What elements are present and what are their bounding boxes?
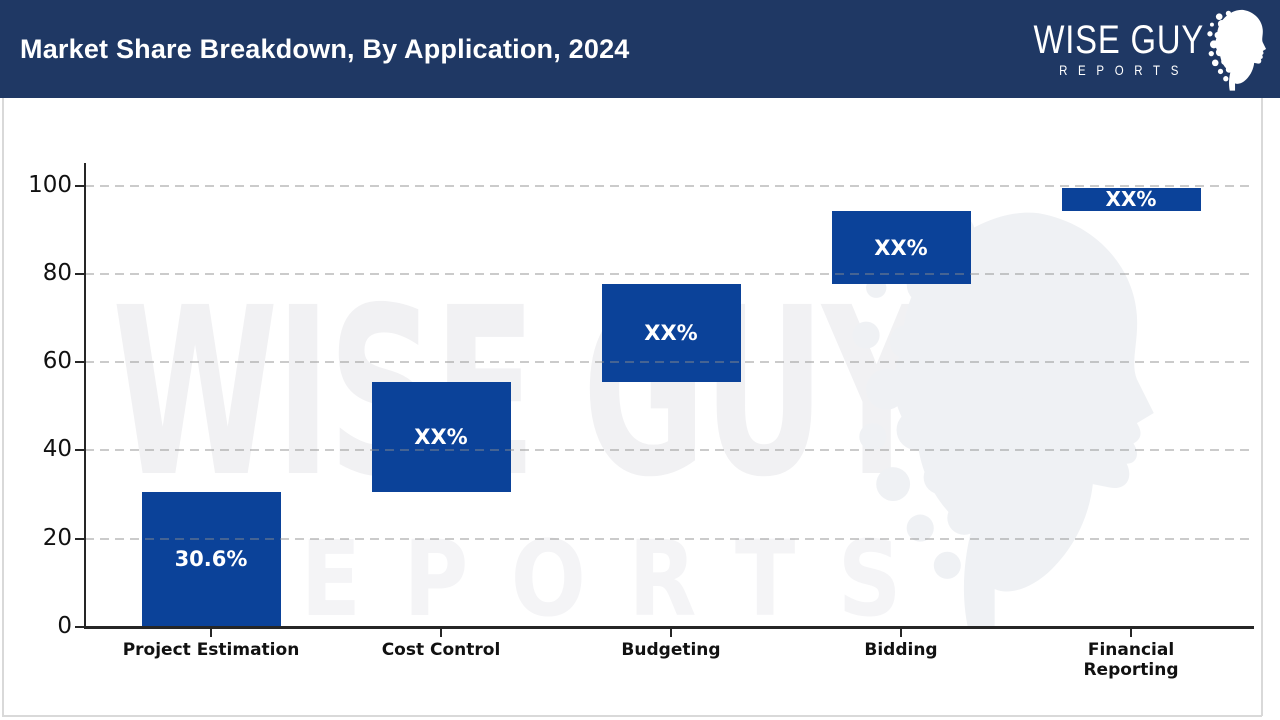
y-tick-label: 0 (57, 613, 72, 639)
gridline (85, 361, 1253, 364)
y-tick-label: 80 (42, 259, 72, 286)
panel-border-left (2, 98, 4, 716)
page-title: Market Share Breakdown, By Application, … (20, 33, 630, 64)
x-category-label: Budgeting (621, 640, 721, 660)
bar-value-label: XX% (644, 321, 698, 346)
gridline (85, 184, 1253, 187)
x-axis (83, 626, 1254, 629)
x-tick (1130, 628, 1132, 637)
x-category-label: Cost Control (381, 640, 501, 660)
bar-financial-reporting: XX% (1061, 187, 1201, 212)
y-tick-label: 20 (42, 524, 72, 551)
watermark-reports: REPORTS (190, 518, 944, 640)
y-tick-label: 100 (28, 171, 72, 198)
x-tick (900, 628, 902, 637)
y-tick (75, 449, 84, 452)
bar-cost-control: XX% (371, 381, 511, 492)
x-tick (440, 628, 442, 637)
y-tick-label: 60 (42, 348, 72, 375)
bar-value-label: 30.6% (174, 547, 248, 572)
header-bar: Market Share Breakdown, By Application, … (0, 0, 1280, 98)
brand-subname: REPORTS (1059, 62, 1189, 78)
y-tick-label: 40 (42, 436, 72, 463)
brand-logo: WISE GUY REPORTS (996, 6, 1272, 92)
bar-value-label: XX% (874, 235, 928, 260)
brand-logo-text: WISE GUY REPORTS (1033, 20, 1204, 78)
x-tick (670, 628, 672, 637)
gridline (85, 449, 1253, 452)
y-tick (75, 537, 84, 540)
x-category-label: Financial Reporting (1083, 640, 1179, 680)
brand-head-icon (1207, 9, 1267, 91)
bar-value-label: XX% (414, 424, 468, 449)
y-tick (75, 272, 84, 275)
bar-bidding: XX% (831, 210, 971, 285)
y-tick (75, 184, 84, 187)
bar-budgeting: XX% (601, 284, 741, 382)
brand-name: WISE GUY (1033, 18, 1204, 62)
y-axis (83, 163, 86, 629)
watermark-wordmark: WISE GUY (112, 258, 931, 528)
bar-project-estimation: 30.6% (141, 491, 281, 627)
panel-border-right (1261, 98, 1263, 716)
x-category-label: Project Estimation (122, 640, 300, 660)
panel-border-bottom (2, 715, 1262, 717)
bar-value-label: XX% (1105, 187, 1157, 212)
y-tick (75, 361, 84, 364)
y-tick (75, 626, 84, 628)
gridline (85, 537, 1253, 540)
x-category-label: Bidding (864, 640, 938, 660)
gridline (85, 272, 1253, 275)
x-tick (210, 628, 212, 637)
